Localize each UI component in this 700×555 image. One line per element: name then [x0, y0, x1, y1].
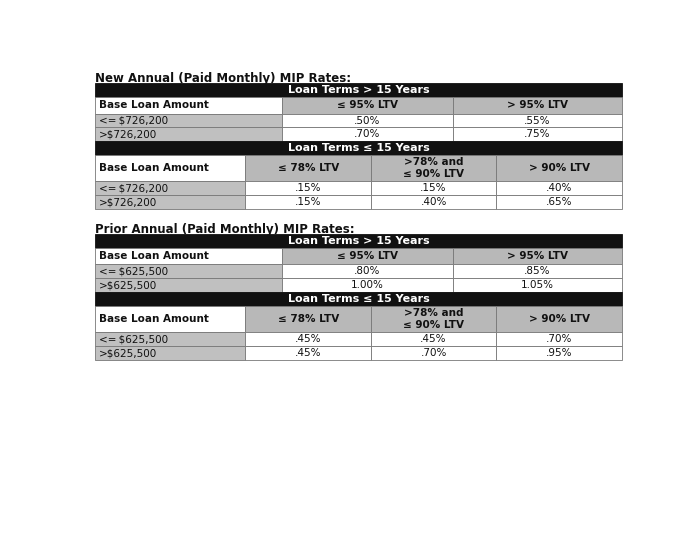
- Text: <= $726,200: <= $726,200: [99, 183, 168, 193]
- Bar: [246, 195, 371, 209]
- Text: <= $625,500: <= $625,500: [99, 266, 168, 276]
- Text: .15%: .15%: [295, 183, 321, 193]
- Text: >$625,500: >$625,500: [99, 348, 158, 358]
- Text: ≤ 78% LTV: ≤ 78% LTV: [277, 314, 339, 324]
- Text: >$726,200: >$726,200: [99, 129, 158, 139]
- Text: .65%: .65%: [546, 197, 573, 207]
- Text: Base Loan Amount: Base Loan Amount: [99, 100, 209, 110]
- Bar: [95, 114, 282, 128]
- Text: <= $726,200: <= $726,200: [99, 115, 168, 125]
- Bar: [282, 279, 453, 292]
- Text: .85%: .85%: [524, 266, 551, 276]
- Bar: [95, 279, 282, 292]
- Bar: [95, 234, 622, 248]
- Bar: [496, 306, 622, 332]
- Text: ≤ 95% LTV: ≤ 95% LTV: [337, 251, 398, 261]
- Text: .95%: .95%: [546, 348, 573, 358]
- Text: >78% and
≤ 90% LTV: >78% and ≤ 90% LTV: [403, 158, 464, 179]
- Bar: [371, 332, 496, 346]
- Bar: [246, 306, 371, 332]
- Bar: [282, 97, 453, 114]
- Text: .40%: .40%: [546, 183, 573, 193]
- Text: .70%: .70%: [354, 129, 381, 139]
- Bar: [453, 248, 622, 265]
- Text: 1.05%: 1.05%: [521, 280, 554, 290]
- Bar: [371, 306, 496, 332]
- Bar: [95, 306, 246, 332]
- Bar: [496, 155, 622, 181]
- Bar: [95, 332, 246, 346]
- Bar: [453, 265, 622, 279]
- Text: .50%: .50%: [354, 115, 381, 125]
- Text: >$726,200: >$726,200: [99, 197, 158, 207]
- Text: .45%: .45%: [420, 334, 447, 344]
- Bar: [371, 155, 496, 181]
- Text: Loan Terms ≤ 15 Years: Loan Terms ≤ 15 Years: [288, 143, 430, 153]
- Text: .70%: .70%: [421, 348, 447, 358]
- Bar: [496, 346, 622, 360]
- Text: .80%: .80%: [354, 266, 381, 276]
- Bar: [282, 248, 453, 265]
- Bar: [496, 195, 622, 209]
- Text: New Annual (Paid Monthly) MIP Rates:: New Annual (Paid Monthly) MIP Rates:: [95, 72, 351, 85]
- Text: .40%: .40%: [421, 197, 447, 207]
- Text: ≤ 78% LTV: ≤ 78% LTV: [277, 163, 339, 173]
- Text: <= $625,500: <= $625,500: [99, 334, 168, 344]
- Bar: [453, 97, 622, 114]
- Text: Loan Terms ≤ 15 Years: Loan Terms ≤ 15 Years: [288, 294, 430, 304]
- Bar: [496, 181, 622, 195]
- Bar: [246, 346, 371, 360]
- Bar: [282, 265, 453, 279]
- Text: ≤ 95% LTV: ≤ 95% LTV: [337, 100, 398, 110]
- Text: .15%: .15%: [420, 183, 447, 193]
- Bar: [246, 181, 371, 195]
- Text: >78% and
≤ 90% LTV: >78% and ≤ 90% LTV: [403, 309, 464, 330]
- Text: Base Loan Amount: Base Loan Amount: [99, 314, 209, 324]
- Text: .15%: .15%: [295, 197, 321, 207]
- Text: .75%: .75%: [524, 129, 551, 139]
- Bar: [95, 195, 246, 209]
- Bar: [371, 346, 496, 360]
- Text: > 95% LTV: > 95% LTV: [507, 251, 568, 261]
- Bar: [95, 155, 246, 181]
- Text: .55%: .55%: [524, 115, 551, 125]
- Text: Loan Terms > 15 Years: Loan Terms > 15 Years: [288, 236, 430, 246]
- Text: > 95% LTV: > 95% LTV: [507, 100, 568, 110]
- Text: .45%: .45%: [295, 334, 321, 344]
- Text: Prior Annual (Paid Monthly) MIP Rates:: Prior Annual (Paid Monthly) MIP Rates:: [95, 223, 355, 236]
- Bar: [95, 142, 622, 155]
- Bar: [95, 128, 282, 142]
- Bar: [453, 114, 622, 128]
- Bar: [371, 195, 496, 209]
- Bar: [95, 97, 282, 114]
- Bar: [95, 181, 246, 195]
- Text: > 90% LTV: > 90% LTV: [528, 314, 590, 324]
- Bar: [246, 155, 371, 181]
- Text: 1.00%: 1.00%: [351, 280, 384, 290]
- Bar: [95, 346, 246, 360]
- Text: Loan Terms > 15 Years: Loan Terms > 15 Years: [288, 85, 430, 95]
- Text: Base Loan Amount: Base Loan Amount: [99, 163, 209, 173]
- Bar: [453, 279, 622, 292]
- Bar: [371, 181, 496, 195]
- Bar: [246, 332, 371, 346]
- Text: > 90% LTV: > 90% LTV: [528, 163, 590, 173]
- Text: Base Loan Amount: Base Loan Amount: [99, 251, 209, 261]
- Bar: [95, 265, 282, 279]
- Bar: [496, 332, 622, 346]
- Bar: [282, 128, 453, 142]
- Bar: [95, 248, 282, 265]
- Text: .45%: .45%: [295, 348, 321, 358]
- Bar: [95, 83, 622, 97]
- Text: .70%: .70%: [546, 334, 573, 344]
- Bar: [282, 114, 453, 128]
- Bar: [95, 292, 622, 306]
- Text: >$625,500: >$625,500: [99, 280, 158, 290]
- Bar: [453, 128, 622, 142]
